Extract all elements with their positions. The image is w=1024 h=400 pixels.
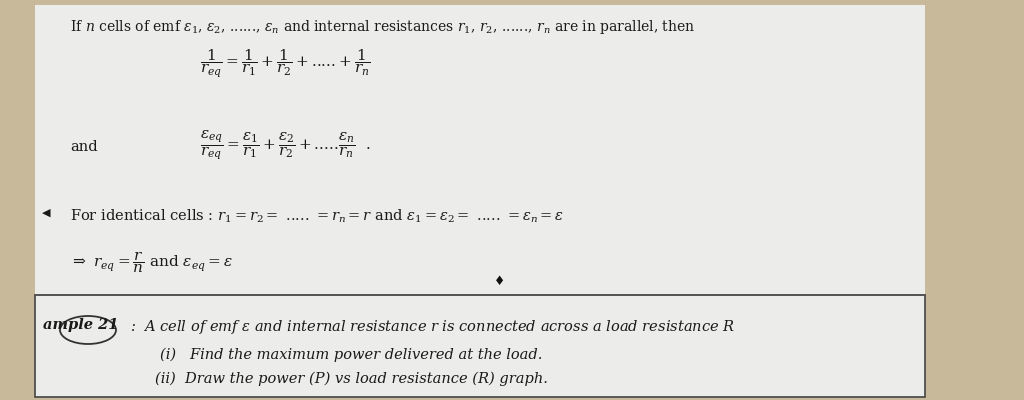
Text: For identical cells : $r_1 = r_2 =$ ..... $= r_n = r$ and $\varepsilon_1 = \vare: For identical cells : $r_1 = r_2 =$ ....… <box>70 208 564 226</box>
Text: $\dfrac{\varepsilon_{eq}}{r_{eq}} = \dfrac{\varepsilon_1}{r_1} + \dfrac{\varepsi: $\dfrac{\varepsilon_{eq}}{r_{eq}} = \dfr… <box>200 128 371 162</box>
Text: :  A cell of emf $\varepsilon$ and internal resistance r is connected across a l: : A cell of emf $\varepsilon$ and intern… <box>130 318 735 336</box>
Text: $\Rightarrow \ r_{eq} = \dfrac{r}{n}$ and $\varepsilon_{eq} = \varepsilon$: $\Rightarrow \ r_{eq} = \dfrac{r}{n}$ an… <box>70 250 232 275</box>
Text: $\dfrac{1}{r_{eq}} = \dfrac{1}{r_1} + \dfrac{1}{r_2} + \text{.....} + \dfrac{1}{: $\dfrac{1}{r_{eq}} = \dfrac{1}{r_1} + \d… <box>200 48 371 80</box>
Text: If $n$ cells of emf $\varepsilon_1$, $\varepsilon_2$, ......, $\varepsilon_n$ an: If $n$ cells of emf $\varepsilon_1$, $\v… <box>70 18 695 36</box>
Text: ◀: ◀ <box>42 208 50 218</box>
Text: and: and <box>70 140 97 154</box>
FancyBboxPatch shape <box>35 5 925 395</box>
Bar <box>35 295 925 397</box>
Text: (ii)  Draw the power (P) vs load resistance (R) graph.: (ii) Draw the power (P) vs load resistan… <box>155 372 548 386</box>
Text: ♦: ♦ <box>495 275 506 288</box>
Text: ample 21: ample 21 <box>43 318 119 332</box>
Text: (i)   Find the maximum power delivered at the load.: (i) Find the maximum power delivered at … <box>160 348 543 362</box>
